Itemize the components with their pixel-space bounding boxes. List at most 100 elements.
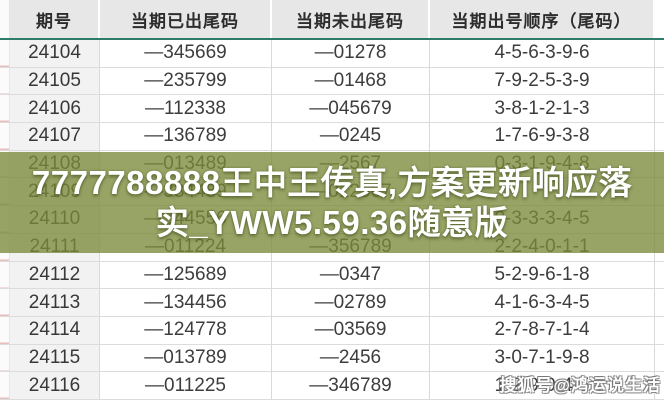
cell-draw-order[interactable]: 1-7-6-9-3-8 [430, 123, 655, 150]
table-row: 24116 —011225 —346789 1-2-9-0-4-5 [0, 372, 664, 400]
cell-draw-order[interactable]: 4-1-6-3-4-5 [430, 289, 655, 316]
left-gutter [0, 372, 10, 399]
cell-issue-number[interactable]: 24115 [10, 344, 100, 372]
right-gutter [655, 178, 664, 206]
cell-draw-order[interactable]: 0-3-3-3-4-5 [430, 206, 655, 233]
cell-undrawn-tail-codes[interactable]: —0347 [272, 261, 430, 289]
right-gutter [655, 233, 664, 261]
right-gutter [655, 67, 664, 95]
right-gutter [655, 40, 664, 67]
table-header-row: 期号 当期已出尾码 当期未出尾码 当期出号顺序（尾码） [0, 0, 664, 40]
left-gutter [0, 206, 10, 233]
cell-draw-order[interactable]: 2-2-4-0-1-1 [430, 233, 655, 261]
right-gutter [655, 316, 664, 344]
left-gutter [0, 95, 10, 123]
left-gutter [0, 178, 10, 206]
table-row: 24104 —345669 —01278 4-5-6-3-9-6 [0, 40, 664, 68]
cell-undrawn-tail-codes[interactable]: —2456 [272, 344, 430, 372]
left-gutter [0, 40, 10, 67]
cell-undrawn-tail-codes[interactable]: —2567 [272, 150, 430, 178]
left-gutter [0, 233, 10, 261]
cell-undrawn-tail-codes[interactable]: —356789 [272, 233, 430, 261]
cell-undrawn-tail-codes[interactable]: —346789 [272, 372, 430, 399]
cell-issue-number[interactable]: 24108 [10, 150, 100, 178]
cell-drawn-tail-codes[interactable]: —013789 [100, 344, 272, 372]
cell-draw-order[interactable] [430, 178, 655, 206]
header-undrawn-tail-codes[interactable]: 当期未出尾码 [272, 0, 430, 38]
cell-drawn-tail-codes[interactable]: —344556 [100, 206, 272, 233]
cell-issue-number[interactable]: 24107 [10, 123, 100, 150]
left-gutter [0, 261, 10, 289]
cell-drawn-tail-codes[interactable]: —235799 [100, 67, 272, 95]
table-row: 24105 —235799 —01468 7-9-2-5-3-9 [0, 67, 664, 96]
cell-issue-number[interactable]: 24109 [10, 178, 100, 206]
cell-undrawn-tail-codes[interactable]: —0245 [272, 123, 430, 150]
cell-draw-order[interactable]: 3-8-1-2-1-3 [430, 95, 655, 123]
table-row: 24110 —344556 0-3-3-3-4-5 [0, 206, 664, 234]
left-gutter [0, 123, 10, 150]
table-row: 24108 —013489 —2567 0-3-1-9-4-8 [0, 150, 664, 179]
header-drawn-tail-codes[interactable]: 当期已出尾码 [100, 0, 272, 38]
left-gutter [0, 289, 10, 316]
right-gutter [655, 206, 664, 233]
table-row: 24107 —136789 —0245 1-7-6-9-3-8 [0, 123, 664, 151]
cell-issue-number[interactable]: 24112 [10, 261, 100, 289]
cell-drawn-tail-codes[interactable]: —345669 [100, 40, 272, 67]
left-gutter [0, 0, 10, 38]
cell-drawn-tail-codes[interactable]: —125689 [100, 261, 272, 289]
table-row: 24115 —013789 —2456 3-0-7-1-9-8 [0, 344, 664, 373]
cell-issue-number[interactable]: 24104 [10, 40, 100, 67]
table-row: 24109 —334489 —012567 [0, 178, 664, 207]
cell-drawn-tail-codes[interactable]: —013489 [100, 150, 272, 178]
cell-draw-order[interactable]: 4-5-6-3-9-6 [430, 40, 655, 67]
right-gutter [655, 261, 664, 289]
cell-undrawn-tail-codes[interactable]: —03569 [272, 316, 430, 344]
right-gutter [655, 344, 664, 372]
table-row: 24112 —125689 —0347 5-2-9-6-1-8 [0, 261, 664, 290]
table-row: 24113 —134456 —02789 4-1-6-3-4-5 [0, 289, 664, 317]
cell-issue-number[interactable]: 24105 [10, 67, 100, 95]
cell-undrawn-tail-codes[interactable]: —012567 [272, 178, 430, 206]
cell-draw-order[interactable]: 0-3-1-9-4-8 [430, 150, 655, 178]
cell-undrawn-tail-codes[interactable]: —01278 [272, 40, 430, 67]
left-gutter [0, 316, 10, 344]
cell-undrawn-tail-codes[interactable]: —01468 [272, 67, 430, 95]
cell-undrawn-tail-codes[interactable]: —045679 [272, 95, 430, 123]
cell-drawn-tail-codes[interactable]: —124778 [100, 316, 272, 344]
cell-undrawn-tail-codes[interactable] [272, 206, 430, 233]
cell-draw-order[interactable]: 3-0-7-1-9-8 [430, 344, 655, 372]
cell-issue-number[interactable]: 24111 [10, 233, 100, 261]
cell-draw-order[interactable]: 2-7-8-7-1-4 [430, 316, 655, 344]
header-issue-number[interactable]: 期号 [10, 0, 100, 38]
cell-issue-number[interactable]: 24116 [10, 372, 100, 399]
cell-draw-order[interactable]: 5-2-9-6-1-8 [430, 261, 655, 289]
right-gutter [655, 289, 664, 316]
table-row: 24111 —011224 —356789 2-2-4-0-1-1 [0, 233, 664, 262]
table-body: 24104 —345669 —01278 4-5-6-3-9-6 24105 —23579… [0, 40, 664, 400]
cell-undrawn-tail-codes[interactable]: —02789 [272, 289, 430, 316]
right-gutter [655, 150, 664, 178]
right-gutter [655, 123, 664, 150]
right-gutter [655, 0, 664, 38]
cell-draw-order[interactable]: 7-9-2-5-3-9 [430, 67, 655, 95]
cell-drawn-tail-codes[interactable]: —011224 [100, 233, 272, 261]
cell-drawn-tail-codes[interactable]: —112338 [100, 95, 272, 123]
right-gutter [655, 95, 664, 123]
cell-issue-number[interactable]: 24113 [10, 289, 100, 316]
left-gutter [0, 344, 10, 372]
table-row: 24114 —124778 —03569 2-7-8-7-1-4 [0, 316, 664, 345]
left-gutter [0, 150, 10, 178]
right-gutter [655, 372, 664, 399]
table-row: 24106 —112338 —045679 3-8-1-2-1-3 [0, 95, 664, 124]
cell-drawn-tail-codes[interactable]: —134456 [100, 289, 272, 316]
cell-issue-number[interactable]: 24110 [10, 206, 100, 233]
cell-drawn-tail-codes[interactable]: —011225 [100, 372, 272, 399]
cell-issue-number[interactable]: 24106 [10, 95, 100, 123]
cell-issue-number[interactable]: 24114 [10, 316, 100, 344]
cell-draw-order[interactable]: 1-2-9-0-4-5 [430, 372, 655, 399]
cell-drawn-tail-codes[interactable]: —334489 [100, 178, 272, 206]
left-gutter [0, 67, 10, 95]
cell-drawn-tail-codes[interactable]: —136789 [100, 123, 272, 150]
header-draw-order[interactable]: 当期出号顺序（尾码） [430, 0, 655, 38]
